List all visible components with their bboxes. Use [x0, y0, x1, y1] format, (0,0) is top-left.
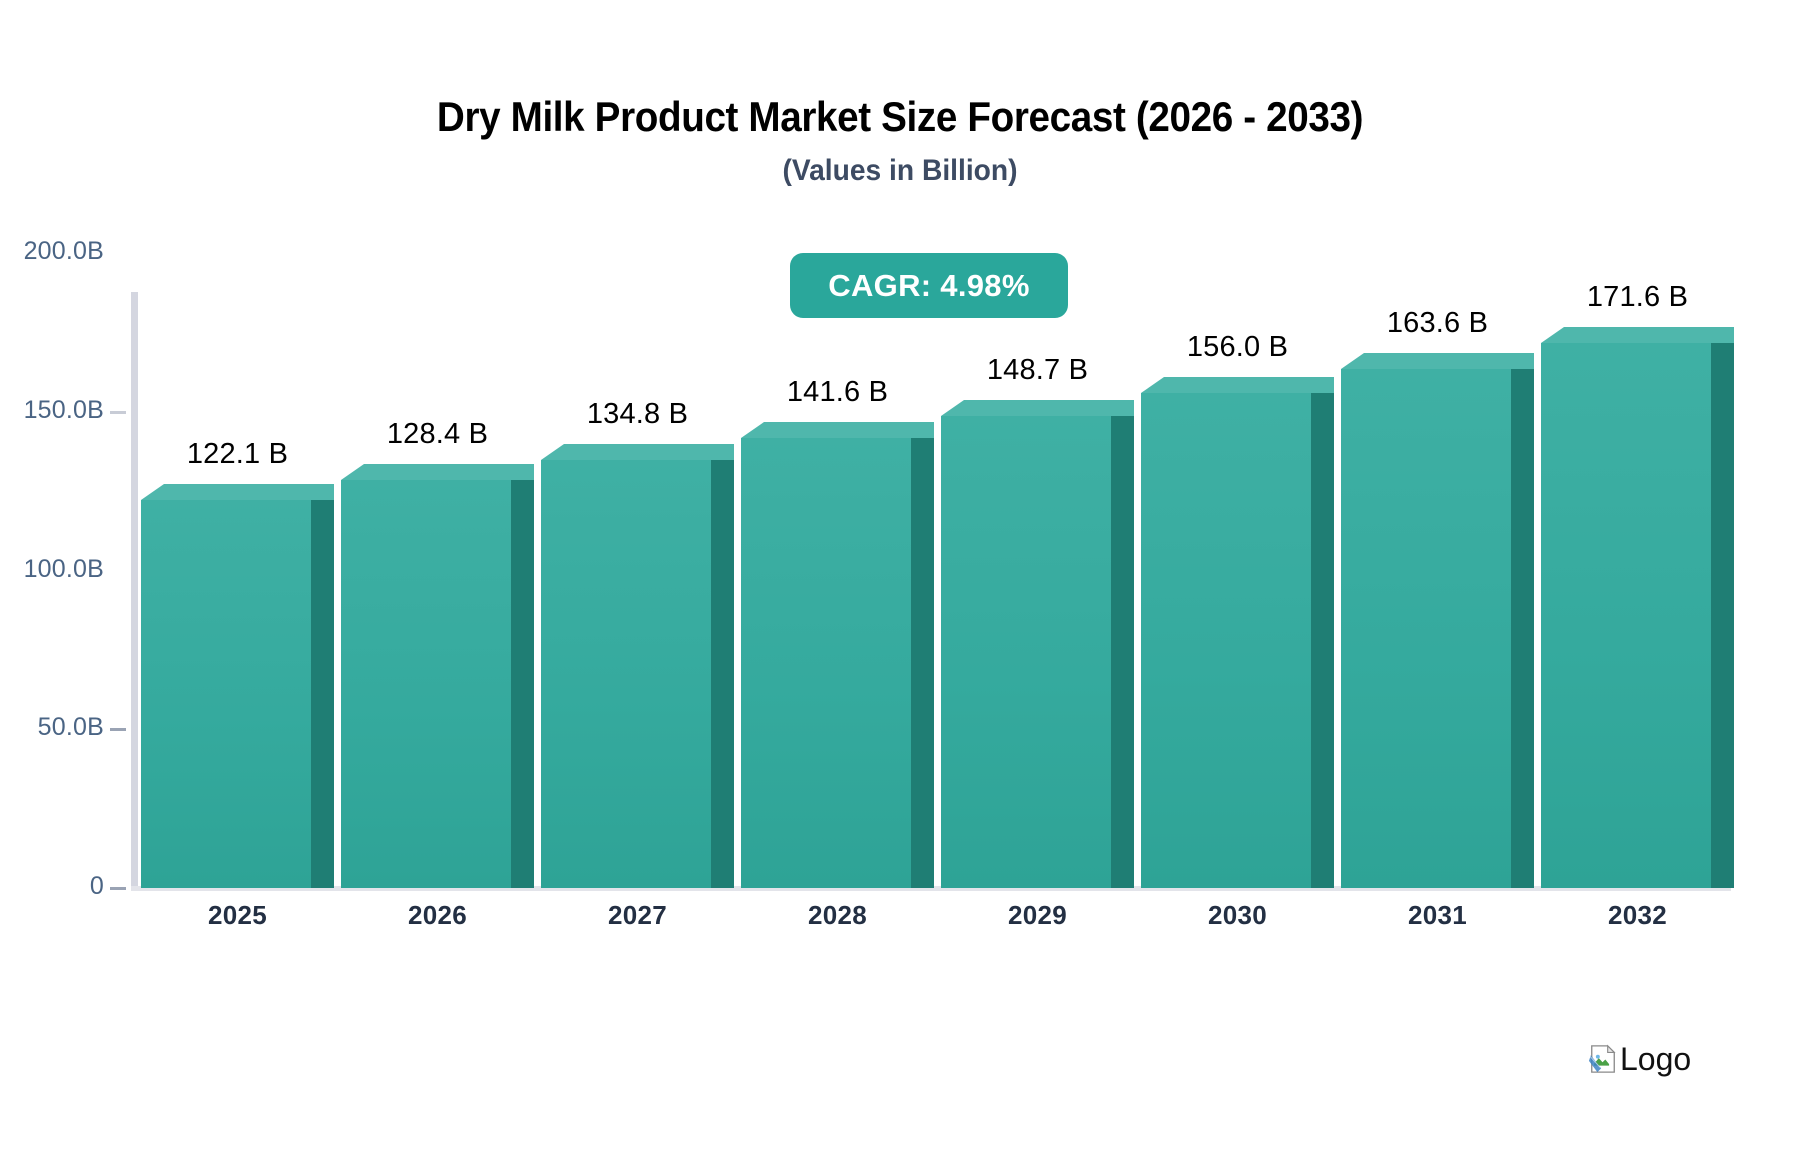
x-axis-tick-label: 2031: [1407, 900, 1468, 930]
bar-top-face: [1141, 377, 1334, 394]
x-axis-line: [131, 886, 1731, 891]
logo: Logo: [1588, 1043, 1691, 1075]
y-axis-tick-label: 50.0B: [37, 713, 104, 742]
bar-side-face: [311, 484, 334, 888]
bar-side-face: [911, 422, 934, 888]
bar-side-face: [511, 464, 534, 888]
bar: [941, 400, 1134, 888]
bar: [1341, 353, 1534, 888]
bar-side-face: [1311, 377, 1334, 888]
logo-label: Logo: [1620, 1041, 1692, 1077]
x-axis-tick-label: 2028: [807, 900, 868, 930]
bar-front-face: [1341, 369, 1511, 888]
x-axis-tick-label: 2026: [407, 900, 468, 930]
bar-top-face: [141, 484, 334, 501]
y-axis-tick-mark: [110, 410, 126, 414]
bar-front-face: [1141, 393, 1311, 888]
bar-value-label: 134.8 B: [586, 398, 689, 430]
bar-top-face: [541, 444, 734, 461]
bar: [1541, 327, 1734, 888]
bar-front-face: [341, 480, 511, 888]
x-axis-tick-label: 2030: [1207, 900, 1268, 930]
bar-value-label: 163.6 B: [1386, 307, 1489, 339]
bar-value-label: 156.0 B: [1186, 331, 1289, 363]
y-axis-tick-label: 0: [89, 872, 104, 900]
bar-top-face: [1341, 353, 1534, 370]
x-axis-tick-label: 2027: [607, 900, 668, 930]
bar-value-label: 122.1 B: [186, 438, 289, 470]
bar-value-label: 141.6 B: [786, 376, 889, 408]
bar-value-label: 128.4 B: [386, 418, 489, 450]
bar-top-face: [741, 422, 934, 439]
bar-side-face: [1111, 400, 1134, 888]
bar: [341, 464, 534, 888]
bar: [141, 484, 334, 888]
bar-side-face: [1511, 353, 1534, 888]
y-axis-tick-mark: [110, 887, 126, 890]
chart-subtitle: (Values in Billion): [782, 154, 1018, 187]
x-axis-tick-label: 2029: [1007, 900, 1068, 930]
bar: [1141, 377, 1334, 888]
y-axis-line: [131, 292, 138, 887]
x-axis-tick-label: 2032: [1607, 900, 1668, 930]
bar: [741, 422, 934, 888]
bar-top-face: [1541, 327, 1734, 344]
cagr-badge-label: CAGR: 4.98%: [828, 267, 1030, 303]
chart-header: Dry Milk Product Market Size Forecast (2…: [0, 96, 1800, 186]
y-axis-tick-label: 200.0B: [23, 237, 104, 265]
bar-side-face: [1711, 327, 1734, 888]
bar-front-face: [541, 460, 711, 888]
bar-top-face: [341, 464, 534, 481]
bar-front-face: [1541, 343, 1711, 888]
broken-image-icon: [1588, 1044, 1616, 1073]
bar-top-face: [941, 400, 1134, 417]
bar-front-face: [741, 438, 911, 888]
y-axis-tick-mark: [110, 728, 126, 732]
cagr-badge: CAGR: 4.98%: [790, 253, 1068, 318]
page-title: Dry Milk Product Market Size Forecast (2…: [436, 93, 1364, 140]
bar-front-face: [941, 416, 1111, 888]
bar-value-label: 171.6 B: [1586, 281, 1689, 313]
bar-front-face: [141, 500, 311, 888]
bar-value-label: 148.7 B: [986, 354, 1089, 386]
bar: [541, 444, 734, 888]
bar-side-face: [711, 444, 734, 888]
x-axis-tick-label: 2025: [207, 900, 268, 930]
y-axis-tick-label: 150.0B: [23, 395, 104, 424]
y-axis-tick-label: 100.0B: [23, 554, 104, 583]
